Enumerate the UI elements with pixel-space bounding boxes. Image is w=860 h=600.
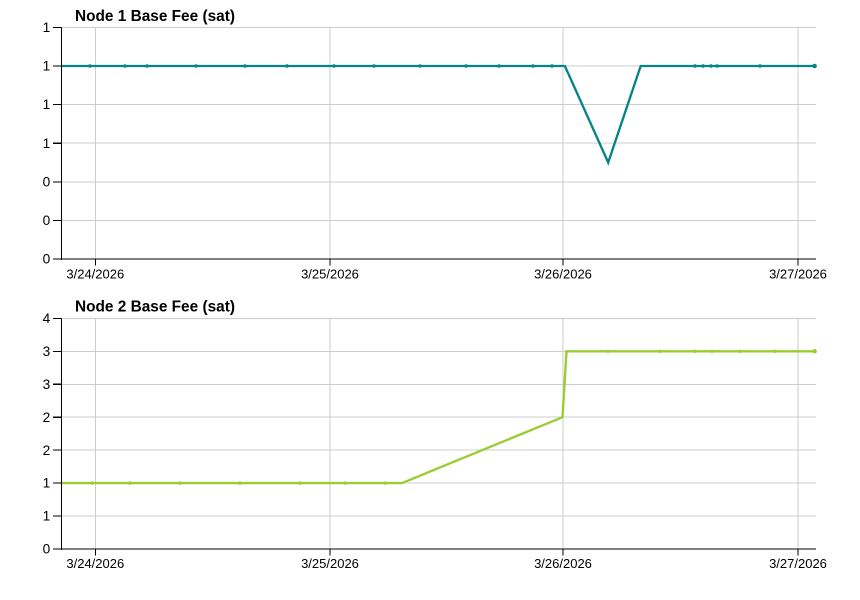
svg-text:0: 0 bbox=[43, 542, 51, 557]
svg-text:0: 0 bbox=[43, 213, 51, 228]
svg-text:2: 2 bbox=[43, 443, 51, 458]
svg-text:2: 2 bbox=[43, 410, 51, 425]
svg-text:3/26/2026: 3/26/2026 bbox=[534, 556, 592, 571]
svg-text:0: 0 bbox=[43, 252, 51, 267]
svg-text:1: 1 bbox=[43, 136, 51, 151]
svg-text:1: 1 bbox=[43, 509, 51, 524]
svg-text:3/25/2026: 3/25/2026 bbox=[301, 556, 359, 571]
svg-text:0: 0 bbox=[43, 174, 51, 189]
svg-text:Node 1 Base Fee (sat): Node 1 Base Fee (sat) bbox=[75, 8, 235, 25]
svg-text:3/25/2026: 3/25/2026 bbox=[301, 267, 359, 282]
svg-text:3/24/2026: 3/24/2026 bbox=[66, 556, 124, 571]
svg-text:3/27/2026: 3/27/2026 bbox=[769, 267, 827, 282]
svg-text:1: 1 bbox=[43, 476, 51, 491]
svg-text:3/27/2026: 3/27/2026 bbox=[769, 556, 827, 571]
svg-text:1: 1 bbox=[43, 20, 51, 35]
svg-text:1: 1 bbox=[43, 97, 51, 112]
svg-text:3/26/2026: 3/26/2026 bbox=[534, 267, 592, 282]
svg-text:3: 3 bbox=[43, 377, 51, 392]
svg-text:4: 4 bbox=[43, 311, 51, 326]
svg-text:3: 3 bbox=[43, 344, 51, 359]
svg-text:1: 1 bbox=[43, 59, 51, 74]
svg-text:3/24/2026: 3/24/2026 bbox=[66, 267, 124, 282]
svg-text:Node 2 Base Fee (sat): Node 2 Base Fee (sat) bbox=[75, 299, 235, 316]
